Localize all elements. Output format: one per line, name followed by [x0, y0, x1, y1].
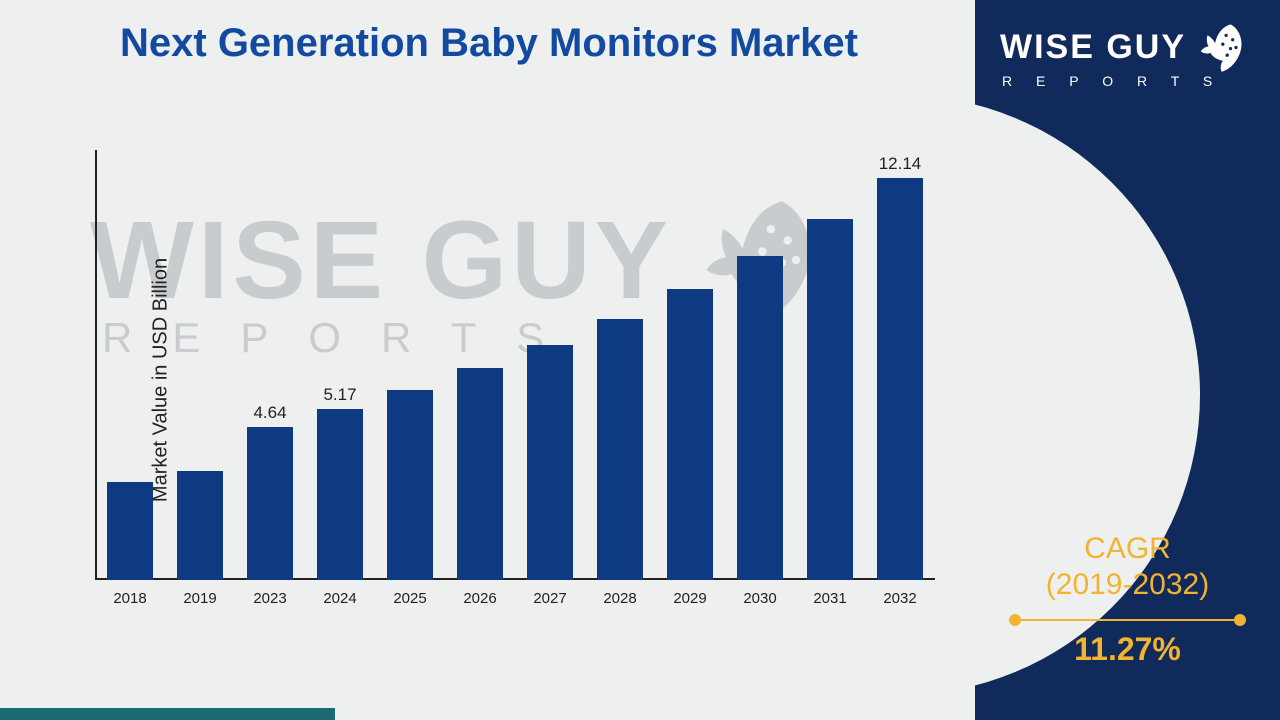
bar-2030: [725, 150, 795, 580]
bar-2025: [375, 150, 445, 580]
x-tick-label: 2029: [655, 584, 725, 610]
bar-value-label: 12.14: [879, 154, 922, 174]
infographic-canvas: WISE GUY REPORTS Next Generation Baby Mo…: [0, 0, 1280, 720]
cagr-block: CAGR (2019-2032) 11.27%: [975, 531, 1280, 668]
ai-head-icon: [1192, 20, 1247, 75]
bar: [317, 409, 363, 580]
x-tick-label: 2019: [165, 584, 235, 610]
bar-2018: [95, 150, 165, 580]
bar: [247, 427, 293, 580]
bar: [387, 390, 433, 580]
x-tick-label: 2028: [585, 584, 655, 610]
bar-value-label: 5.17: [323, 385, 356, 405]
bar-2026: [445, 150, 515, 580]
x-tick-label: 2030: [725, 584, 795, 610]
brand-logo: WISE GUY R E P O R T S: [1000, 20, 1250, 110]
x-tick-label: 2024: [305, 584, 375, 610]
bar: [527, 345, 573, 580]
bar-2023: 4.64: [235, 150, 305, 580]
bar: [667, 289, 713, 580]
bar-2024: 5.17: [305, 150, 375, 580]
bar-2029: [655, 150, 725, 580]
accent-bar-bottom: [0, 708, 335, 720]
chart-title: Next Generation Baby Monitors Market: [120, 20, 880, 66]
bar-chart: Market Value in USD Billion 4.645.1712.1…: [75, 150, 935, 610]
brand-logo-main: WISE GUY: [1000, 28, 1186, 67]
x-tick-label: 2031: [795, 584, 865, 610]
bar: [737, 256, 783, 580]
x-tick-label: 2027: [515, 584, 585, 610]
x-tick-label: 2018: [95, 584, 165, 610]
cagr-value: 11.27%: [975, 631, 1280, 668]
brand-logo-sub: R E P O R T S: [1002, 73, 1250, 89]
cagr-divider: [1015, 619, 1240, 621]
plot-area: 4.64 5.17 12.14: [95, 150, 935, 580]
bar-2032: 12.14: [865, 150, 935, 580]
x-tick-label: 2023: [235, 584, 305, 610]
x-tick-label: 2025: [375, 584, 445, 610]
x-tick-label: 2026: [445, 584, 515, 610]
cagr-title: CAGR (2019-2032): [975, 531, 1280, 603]
bar: [597, 319, 643, 580]
bar: [457, 368, 503, 580]
bar-2028: [585, 150, 655, 580]
bar: [807, 219, 853, 580]
bar-2031: [795, 150, 865, 580]
bar: [107, 482, 153, 580]
bar-value-label: 4.64: [253, 403, 286, 423]
bar: [177, 471, 223, 580]
bar: [877, 178, 923, 580]
x-tick-label: 2032: [865, 584, 935, 610]
bar-2019: [165, 150, 235, 580]
bar-2027: [515, 150, 585, 580]
